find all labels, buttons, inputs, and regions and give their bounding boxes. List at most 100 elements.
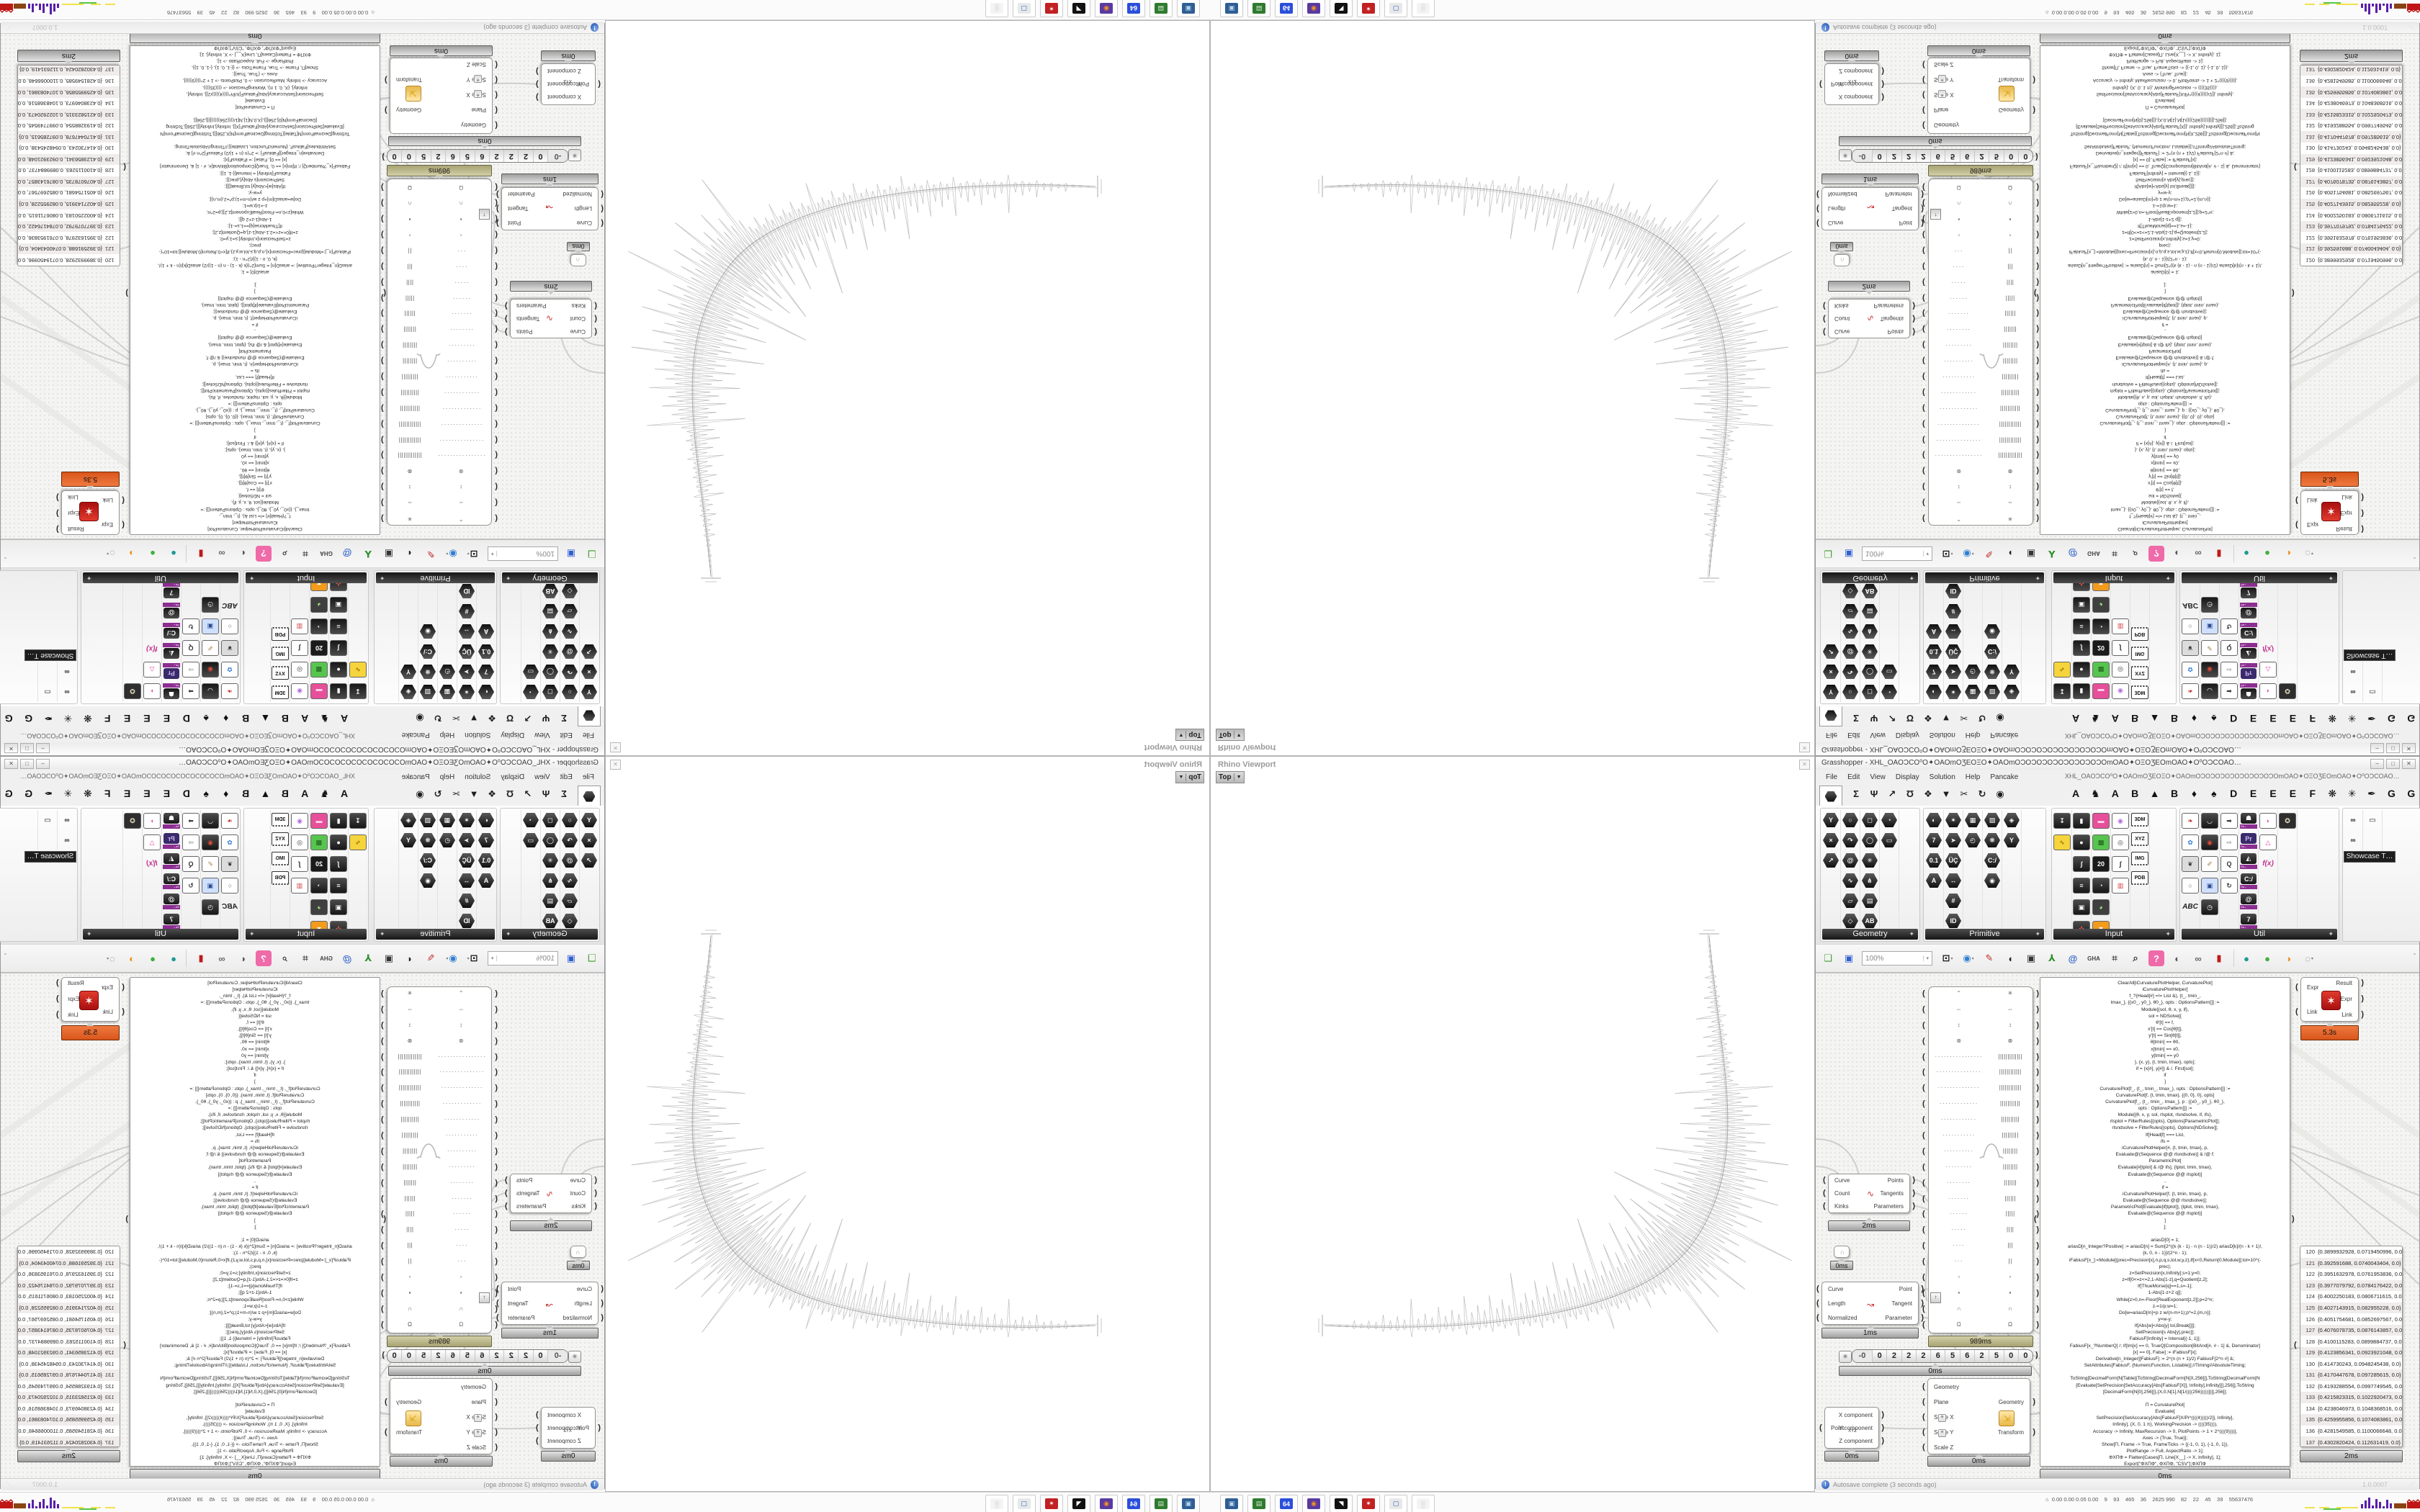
input-grip[interactable]: ( — [495, 1398, 498, 1406]
input-grip[interactable]: ( — [1922, 435, 1925, 444]
component-icon[interactable]: ▱ — [1842, 604, 1858, 618]
component-icon[interactable]: @ — [2240, 894, 2257, 909]
component-icon[interactable]: ◕ — [310, 597, 328, 613]
component-icon[interactable]: ÜÇ — [459, 853, 475, 868]
component-icon[interactable]: C:/ — [163, 628, 179, 639]
input-grip[interactable]: ( — [1819, 80, 1822, 89]
component-icon[interactable]: 7 — [2241, 588, 2257, 598]
component-icon[interactable]: ◉ — [202, 834, 219, 850]
component-icon[interactable]: ▣ — [2073, 899, 2090, 915]
tab-letter-0[interactable]: A — [340, 788, 349, 799]
window-app-icon[interactable]: ▢ — [1013, 0, 1036, 17]
component-icon[interactable]: ◗ — [2259, 683, 2277, 699]
tab-letter-13[interactable]: ❋ — [83, 788, 92, 799]
component-icon[interactable]: Y — [400, 833, 416, 847]
component-icon[interactable]: ◔ — [310, 618, 328, 634]
component-icon[interactable]: ↧ — [2053, 813, 2071, 829]
component-icon[interactable]: ❋ — [420, 833, 436, 847]
open-file[interactable]: ❏ — [1824, 953, 1832, 963]
ruby-cylinder[interactable]: ▮ — [198, 549, 204, 559]
output-grip[interactable]: ) — [2036, 1068, 2039, 1077]
component-icon[interactable]: ◐ — [478, 685, 494, 699]
window-pen[interactable]: ⌗ — [2112, 953, 2118, 963]
component-icon[interactable]: ◔ — [523, 685, 539, 699]
tab-icon-7[interactable]: ↻ — [434, 788, 442, 799]
digit-cell[interactable]: 0 — [2003, 1350, 2018, 1362]
output-grip[interactable]: ) — [505, 1202, 508, 1210]
point-list-panel[interactable]: 120 {0.3899932928, 0.0719450996, 0.0} 121{… — [2300, 1246, 2403, 1447]
mathematica-code-panel[interactable]: ClearAll[iCurvaturePlotHelper, Curvature… — [2040, 977, 2290, 1467]
menu-help[interactable]: Help — [439, 773, 455, 781]
output-grip[interactable]: ) — [1921, 1284, 1924, 1293]
tab-icon-2[interactable]: ↗ — [524, 713, 532, 724]
small-bump-component[interactable]: ∩ — [1834, 1246, 1850, 1258]
component-icon[interactable]: ▮ — [2073, 683, 2090, 699]
input-grip[interactable]: ( — [1922, 1413, 1925, 1421]
component-icon[interactable]: ✪ — [124, 683, 141, 699]
menu-pancake[interactable]: Pancake — [401, 773, 430, 781]
component-icon[interactable]: ▭ — [523, 665, 539, 679]
menu-pancake[interactable]: Pancake — [401, 731, 430, 739]
help-bag[interactable]: ? — [2148, 546, 2164, 562]
component-icon[interactable]: ▨ — [1984, 685, 2000, 699]
input-grip[interactable]: ( — [1922, 1443, 1925, 1452]
component-icon[interactable]: 3DM — [2131, 685, 2148, 699]
output-grip[interactable]: ) — [505, 315, 508, 323]
component-icon[interactable]: ID — [1945, 914, 1961, 928]
component-icon[interactable]: f(x) — [2262, 859, 2274, 868]
component-icon[interactable]: Pr — [163, 833, 179, 844]
menu-solution[interactable]: Solution — [1929, 773, 1955, 781]
output-grip[interactable]: ) — [496, 190, 499, 199]
output-grip[interactable]: ) — [2036, 1020, 2039, 1030]
tab-letter-8[interactable]: D — [182, 713, 190, 724]
open-file[interactable]: ❏ — [1824, 549, 1832, 559]
input-grip[interactable]: ( — [1922, 356, 1925, 366]
component-icon[interactable]: ↔ — [1945, 873, 1961, 888]
output-grip[interactable]: ) — [56, 978, 59, 987]
tab-letter-16[interactable]: G — [2387, 713, 2396, 724]
component-icon[interactable]: ◇ — [562, 914, 578, 928]
window-pen[interactable]: ⌗ — [302, 549, 308, 559]
mathematica-link-component[interactable]: Expr(Link(Result) Expr) Link) ✶ — [56, 977, 125, 1022]
close-button[interactable]: ✕ — [4, 759, 18, 769]
resize-grip[interactable]: ⋰ — [2408, 24, 2415, 31]
component-icon[interactable]: ▣ — [330, 899, 347, 915]
wolfram-app-icon[interactable]: ✶ — [1357, 0, 1380, 17]
grasshopper-titlebar[interactable]: Grasshopper - XHL_OAOƆCO⁰O✦OAOmOƷEOΞO✦OA… — [1, 742, 604, 755]
output-grip[interactable]: ) — [381, 277, 384, 287]
input-grip[interactable]: ( — [1922, 1146, 1925, 1156]
component-icon[interactable]: ▩ — [310, 834, 328, 850]
rhino-app-icon[interactable]: ◥ — [1330, 0, 1353, 17]
component-icon[interactable]: ▨ — [1984, 813, 2000, 827]
cluster-sphere[interactable]: ◐ — [2174, 953, 2180, 964]
digit-cell[interactable]: 2 — [1886, 1350, 1901, 1362]
component-icon[interactable]: AB — [1862, 584, 1878, 598]
output-grip[interactable]: ) — [56, 994, 59, 1003]
tab-letter-17[interactable]: G — [4, 713, 13, 724]
barrel[interactable]: ◖ — [407, 953, 413, 964]
component-icon[interactable]: ▥ — [291, 618, 308, 634]
orange-ball[interactable]: ◑ — [129, 953, 135, 964]
component-icon[interactable]: ▭ — [44, 688, 51, 696]
input-grip[interactable]: ( — [495, 435, 498, 444]
input-grip[interactable]: ( — [495, 989, 498, 998]
expression-icon[interactable]: ✳ — [1839, 1351, 1852, 1363]
component-icon[interactable]: 7 — [163, 588, 179, 598]
component-icon[interactable]: ● — [2073, 834, 2090, 850]
component-icon[interactable]: ◻ — [542, 813, 558, 827]
component-icon[interactable]: Q — [182, 640, 200, 656]
component-icon[interactable]: Y — [400, 665, 416, 679]
digit-cell[interactable]: 6 — [446, 1350, 461, 1362]
component-icon[interactable]: ◉ — [291, 813, 308, 829]
input-grip[interactable]: ( — [495, 498, 498, 508]
green-ball[interactable]: ● — [2264, 548, 2270, 559]
output-grip[interactable]: ) — [381, 230, 384, 239]
tab-icon-0[interactable]: Σ — [561, 713, 567, 724]
output-grip[interactable]: ) — [2036, 419, 2039, 428]
menu-display[interactable]: Display — [501, 773, 525, 781]
output-grip[interactable]: ) — [381, 325, 384, 334]
digit-cell[interactable]: 2 — [504, 1350, 519, 1362]
tab-letter-10[interactable]: E — [2269, 713, 2277, 724]
save-file[interactable]: ▣ — [566, 549, 576, 559]
input-grip[interactable]: ( — [1922, 1020, 1925, 1030]
